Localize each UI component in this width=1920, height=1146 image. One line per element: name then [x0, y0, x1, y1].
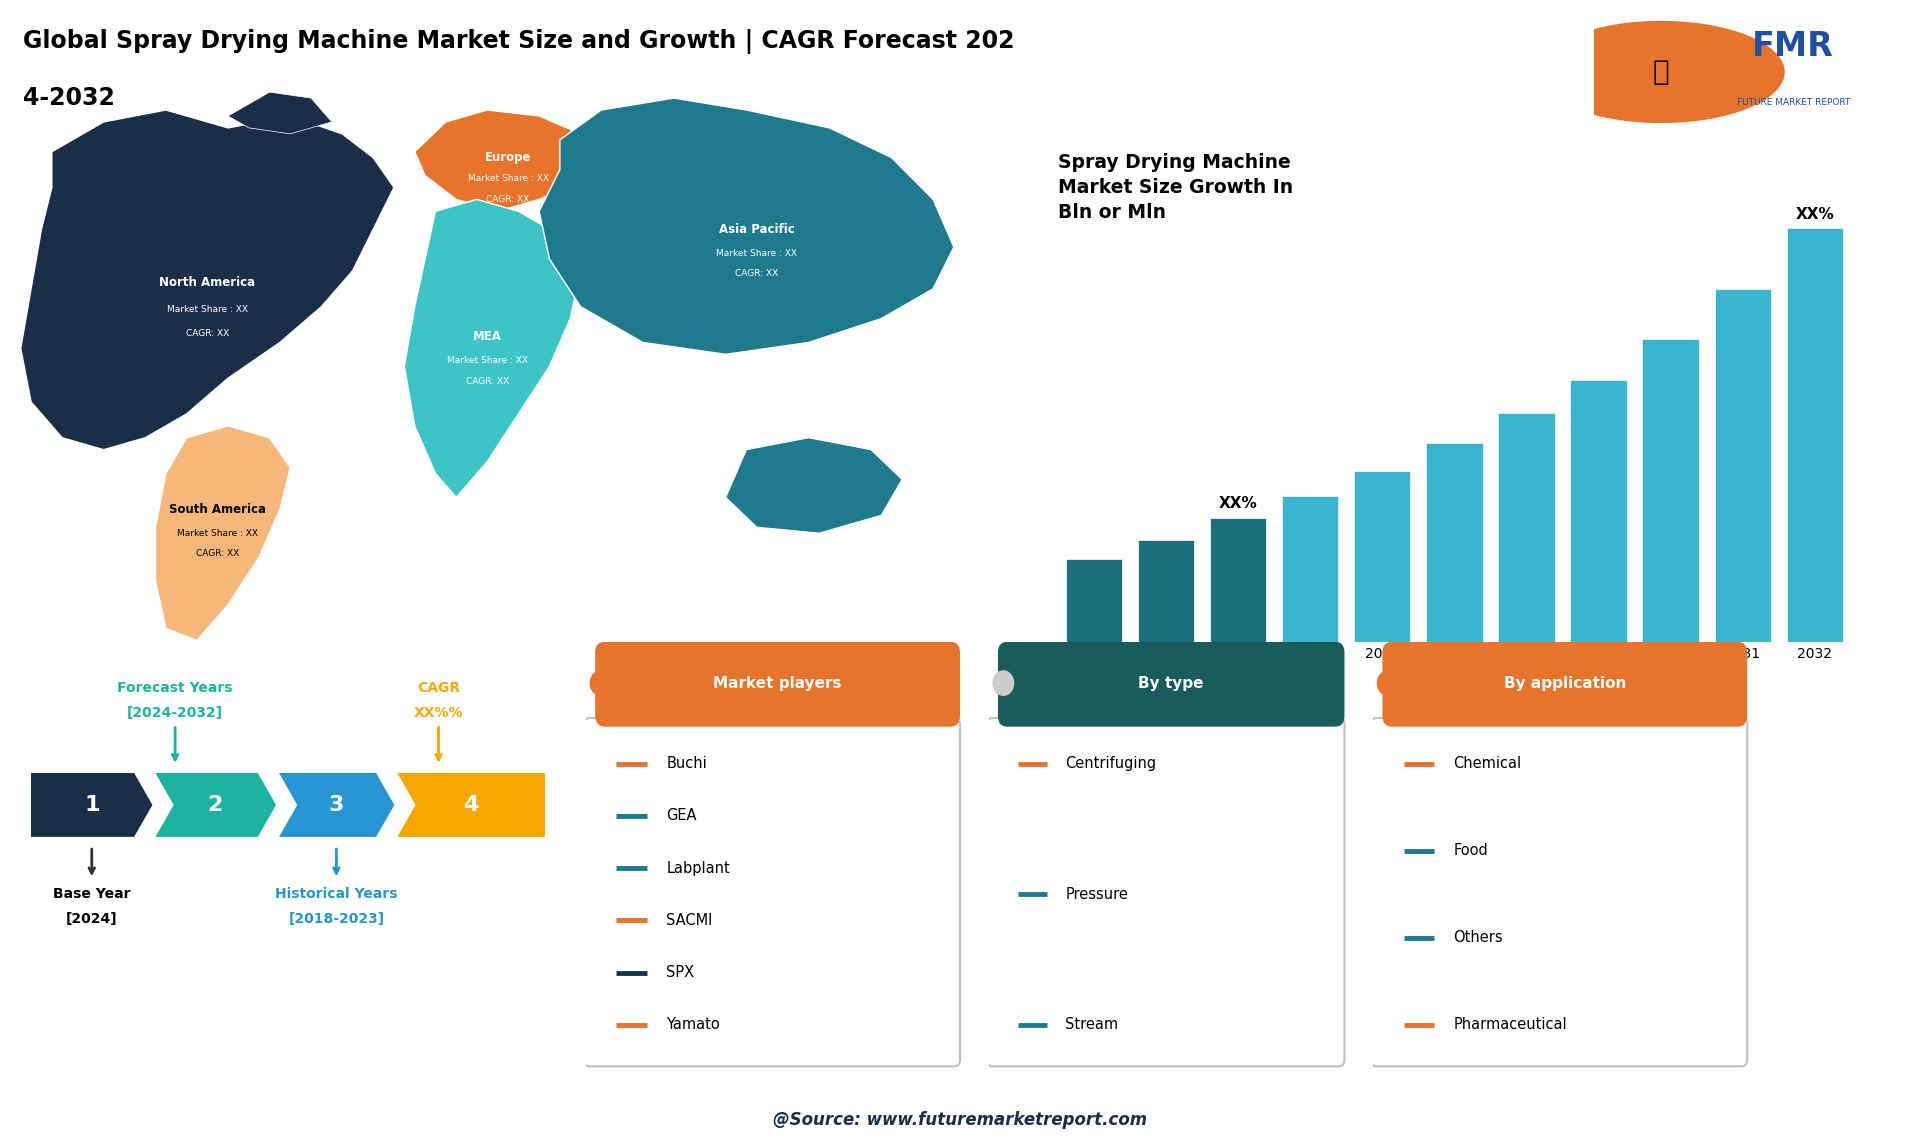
FancyBboxPatch shape — [1382, 642, 1747, 727]
Text: Historical Years: Historical Years — [275, 887, 397, 902]
Text: FMR: FMR — [1753, 30, 1834, 63]
Text: Base Year: Base Year — [54, 887, 131, 902]
Text: Market Share : XX: Market Share : XX — [716, 249, 797, 258]
Circle shape — [589, 670, 612, 696]
Text: Market Share : XX: Market Share : XX — [177, 528, 257, 537]
FancyBboxPatch shape — [1371, 717, 1747, 1066]
Bar — [1210, 518, 1267, 642]
Circle shape — [993, 670, 1014, 696]
Text: [2024]: [2024] — [65, 912, 117, 926]
Text: 3: 3 — [328, 795, 344, 815]
Text: Europe: Europe — [484, 151, 532, 164]
Text: Chemical: Chemical — [1453, 756, 1521, 771]
Text: Forecast Years: Forecast Years — [117, 681, 232, 696]
FancyBboxPatch shape — [595, 642, 960, 727]
Circle shape — [1377, 670, 1400, 696]
Text: Stream: Stream — [1066, 1018, 1119, 1033]
Text: 1: 1 — [84, 795, 100, 815]
Polygon shape — [415, 110, 601, 211]
Polygon shape — [396, 772, 545, 838]
Text: @Source: www.futuremarketreport.com: @Source: www.futuremarketreport.com — [774, 1110, 1146, 1129]
Circle shape — [1538, 22, 1784, 123]
Text: CAGR: XX: CAGR: XX — [486, 195, 530, 204]
Text: Others: Others — [1453, 931, 1503, 945]
Text: SPX: SPX — [666, 965, 695, 980]
Text: By application: By application — [1503, 676, 1626, 691]
Text: Food: Food — [1453, 843, 1488, 858]
Polygon shape — [228, 92, 332, 134]
Polygon shape — [156, 426, 290, 641]
Bar — [1354, 471, 1411, 642]
Bar — [1427, 444, 1482, 642]
Text: CAGR: XX: CAGR: XX — [735, 269, 778, 278]
Bar — [1788, 228, 1843, 642]
Text: CAGR: XX: CAGR: XX — [467, 377, 509, 386]
Polygon shape — [21, 110, 394, 449]
Text: [2018-2023]: [2018-2023] — [288, 912, 384, 926]
Bar — [1139, 540, 1194, 642]
Polygon shape — [405, 199, 580, 497]
Text: XX%: XX% — [1795, 206, 1834, 221]
Bar — [1283, 496, 1338, 642]
Text: 4: 4 — [463, 795, 478, 815]
Text: Market Share : XX: Market Share : XX — [447, 355, 528, 364]
Bar — [1715, 289, 1770, 642]
Text: Asia Pacific: Asia Pacific — [718, 222, 795, 236]
FancyBboxPatch shape — [584, 717, 960, 1066]
Text: Pharmaceutical: Pharmaceutical — [1453, 1018, 1567, 1033]
Text: SACMI: SACMI — [666, 913, 712, 928]
Text: Yamato: Yamato — [666, 1018, 720, 1033]
Text: Market Share : XX: Market Share : XX — [167, 305, 248, 314]
Bar — [1642, 339, 1699, 642]
Text: North America: North America — [159, 276, 255, 289]
Text: Centrifuging: Centrifuging — [1066, 756, 1156, 771]
Text: CAGR: XX: CAGR: XX — [186, 329, 228, 338]
Polygon shape — [276, 772, 396, 838]
Polygon shape — [31, 772, 154, 838]
Text: Market players: Market players — [714, 676, 841, 691]
Text: GEA: GEA — [666, 808, 697, 824]
Text: By type: By type — [1139, 676, 1204, 691]
Polygon shape — [540, 99, 954, 354]
Text: FUTURE MARKET REPORT: FUTURE MARKET REPORT — [1736, 97, 1851, 107]
Bar — [1571, 380, 1626, 642]
Text: Global Spray Drying Machine Market Size and Growth | CAGR Forecast 202: Global Spray Drying Machine Market Size … — [23, 29, 1014, 54]
Text: Market Share : XX: Market Share : XX — [468, 174, 549, 183]
Text: 🔭: 🔭 — [1653, 58, 1670, 86]
Text: 2: 2 — [207, 795, 223, 815]
Text: CAGR: CAGR — [417, 681, 461, 696]
Polygon shape — [726, 438, 902, 533]
Text: CAGR: XX: CAGR: XX — [196, 549, 240, 558]
FancyBboxPatch shape — [987, 717, 1344, 1066]
FancyBboxPatch shape — [998, 642, 1344, 727]
Text: 4-2032: 4-2032 — [23, 86, 115, 110]
Text: Pressure: Pressure — [1066, 887, 1129, 902]
Bar — [1066, 559, 1121, 642]
Text: Labplant: Labplant — [666, 861, 730, 876]
Text: South America: South America — [169, 503, 267, 516]
Bar — [1498, 413, 1555, 642]
Text: Buchi: Buchi — [666, 756, 707, 771]
Text: XX%%: XX%% — [415, 706, 463, 720]
Text: MEA: MEA — [472, 330, 501, 343]
Text: Spray Drying Machine
Market Size Growth In
Bln or Mln: Spray Drying Machine Market Size Growth … — [1058, 152, 1294, 221]
Text: XX%: XX% — [1219, 496, 1258, 511]
Polygon shape — [154, 772, 276, 838]
Text: [2024-2032]: [2024-2032] — [127, 706, 223, 720]
